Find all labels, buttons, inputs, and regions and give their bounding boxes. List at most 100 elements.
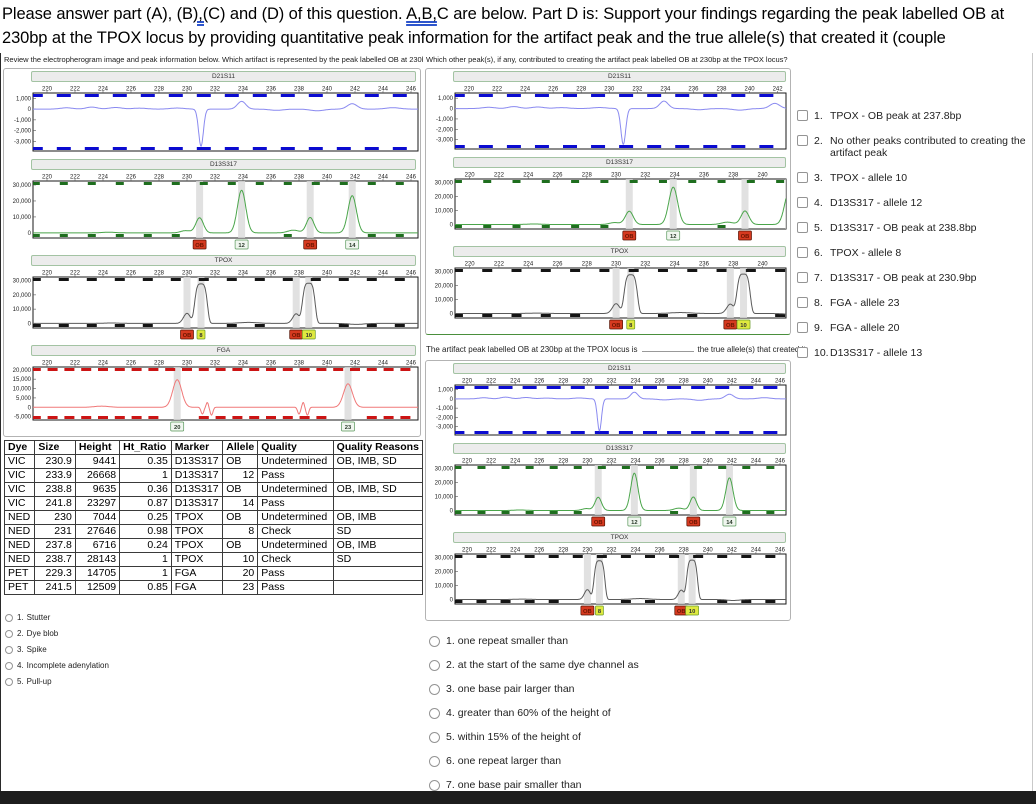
option-number: 3. (17, 645, 24, 654)
radio-option[interactable]: 2. Dye blob (5, 629, 423, 638)
radio-button[interactable] (5, 613, 13, 622)
x-tick-label: 234 (238, 175, 249, 181)
checkbox-option[interactable]: 10. D13S317 - allele 13 (797, 347, 1035, 359)
radio-button[interactable] (429, 635, 440, 647)
checkbox[interactable] (797, 247, 808, 258)
electropherogram-panel-d21s11: D21S11 220 222 224 226 228 230 232 234 236 238 240 2… (5, 71, 419, 156)
radio-button[interactable] (5, 661, 13, 670)
radio-button[interactable] (429, 659, 440, 671)
table-cell: 238.7 (34, 552, 76, 567)
x-tick-label: 246 (406, 175, 417, 181)
radio-button[interactable] (429, 683, 440, 695)
radio-option[interactable]: 4. greater than 60% of the height of (429, 707, 793, 719)
checkbox[interactable] (797, 135, 808, 146)
table-row: VIC 233.9 26668 1 D13S317 12 Pass (3, 468, 424, 483)
checkbox-option[interactable]: 9. FGA - allele 20 (797, 322, 1035, 334)
option-number: 9. (814, 322, 823, 334)
x-tick-label: 230 (182, 87, 193, 93)
part-a-column: Review the electropherogram image and pe… (3, 54, 424, 693)
y-tick-label: -2,000 (14, 129, 32, 135)
x-tick-label: 238 (679, 548, 690, 554)
y-tick-label: -3,000 (436, 138, 454, 144)
radio-option[interactable]: 1. Stutter (5, 613, 423, 622)
checkbox-option[interactable]: 7. D13S317 - OB peak at 230.9bp (797, 272, 1035, 284)
x-tick-label: 224 (98, 361, 109, 367)
radio-button[interactable] (5, 629, 13, 638)
x-tick-label: 230 (182, 175, 193, 181)
radio-option[interactable]: 2. at the start of the same dye channel a… (429, 659, 793, 671)
radio-option[interactable]: 5. Pull-up (5, 677, 423, 686)
table-cell: 6716 (74, 538, 121, 553)
table-cell: 237.8 (34, 538, 76, 553)
radio-option[interactable]: 4. Incomplete adenylation (5, 661, 423, 670)
x-tick-label: 232 (632, 87, 643, 93)
x-tick-label: 238 (294, 271, 305, 277)
checkbox[interactable] (797, 222, 808, 233)
x-tick-label: 232 (606, 459, 617, 465)
radio-button[interactable] (429, 779, 440, 791)
checkbox-option[interactable]: 8. FGA - allele 23 (797, 297, 1035, 309)
checkbox-option[interactable]: 6. TPOX - allele 8 (797, 247, 1035, 259)
y-tick-label: -2,000 (436, 127, 454, 133)
checkbox-option[interactable]: 2. No other peaks contributed to creating… (797, 135, 1035, 159)
allele-label-box (234, 239, 249, 250)
radio-option[interactable]: 3. Spike (5, 645, 423, 654)
allele-label-box (303, 239, 318, 250)
table-cell: NED (3, 510, 36, 525)
allele-label-text: OB (195, 243, 204, 249)
signal-trace (455, 391, 786, 432)
checkbox[interactable] (797, 347, 808, 358)
x-tick-label: 242 (350, 175, 361, 181)
x-tick-label: 228 (154, 87, 165, 93)
option-label: D13S317 - OB peak at 230.9bp (830, 272, 977, 284)
x-tick-label: 242 (350, 87, 361, 93)
radio-option[interactable]: 3. one base pair larger than (429, 683, 793, 695)
electropherogram-panel-tpox: TPOX 220 222 224 226 228 230 232 234 236 238 240 242… (5, 255, 419, 342)
option-number: 1. (17, 613, 24, 622)
table-cell: 0.25 (119, 510, 172, 525)
checkbox-option[interactable]: 3. TPOX - allele 10 (797, 172, 1035, 184)
table-row: NED 238.7 28143 1 TPOX 10 Check SD (3, 552, 424, 567)
checkbox[interactable] (797, 297, 808, 308)
x-tick-label: 240 (322, 87, 333, 93)
x-tick-label: 232 (210, 87, 221, 93)
radio-option[interactable]: 1. one repeat smaller than (429, 635, 793, 647)
checkbox-option[interactable]: 5. D13S317 - OB peak at 238.8bp (797, 222, 1035, 234)
electropherogram-plot: 220 222 224 226 228 230 232 234 236 238 240 242 244 2… (435, 548, 787, 616)
checkbox[interactable] (797, 110, 808, 121)
y-tick-label: 15,000 (13, 377, 32, 383)
x-tick-label: 228 (558, 459, 569, 465)
x-tick-label: 238 (716, 87, 727, 93)
table-cell: Pass (257, 566, 334, 581)
option-label: Incomplete adenylation (26, 661, 109, 670)
checkbox[interactable] (797, 197, 808, 208)
checkbox-option[interactable]: 4. D13S317 - allele 12 (797, 197, 1035, 209)
table-cell: 230.9 (34, 454, 76, 469)
checkbox[interactable] (797, 172, 808, 183)
part-c-options: 1. one repeat smaller than 2. at the start … (429, 635, 793, 804)
bin-markers (33, 182, 404, 237)
radio-button[interactable] (429, 731, 440, 743)
allele-bands (583, 554, 696, 604)
allele-label-text: OB (689, 520, 698, 526)
radio-button[interactable] (5, 645, 13, 654)
bin-markers (33, 94, 407, 150)
radio-button[interactable] (5, 677, 13, 686)
radio-option[interactable]: 5. within 15% of the height of (429, 731, 793, 743)
checkbox[interactable] (797, 322, 808, 333)
radio-button[interactable] (429, 707, 440, 719)
allele-bands (183, 277, 313, 328)
y-tick-label: -5,000 (14, 415, 32, 421)
y-tick-label: 20,000 (435, 195, 454, 201)
radio-option[interactable]: 6. one repeat larger than (429, 755, 793, 767)
radio-option[interactable]: 7. one base pair smaller than (429, 779, 793, 791)
y-tick-label: 30,000 (13, 183, 32, 189)
x-tick-label: 236 (688, 87, 699, 93)
radio-button[interactable] (429, 755, 440, 767)
editor-segment: A,B, (406, 5, 437, 23)
checkbox-option[interactable]: 1. TPOX - OB peak at 237.8bp (797, 110, 1035, 122)
y-tick-label: 20,000 (13, 293, 32, 299)
x-tick-label: 244 (751, 459, 762, 465)
checkbox[interactable] (797, 272, 808, 283)
x-tick-label: 228 (558, 548, 569, 554)
